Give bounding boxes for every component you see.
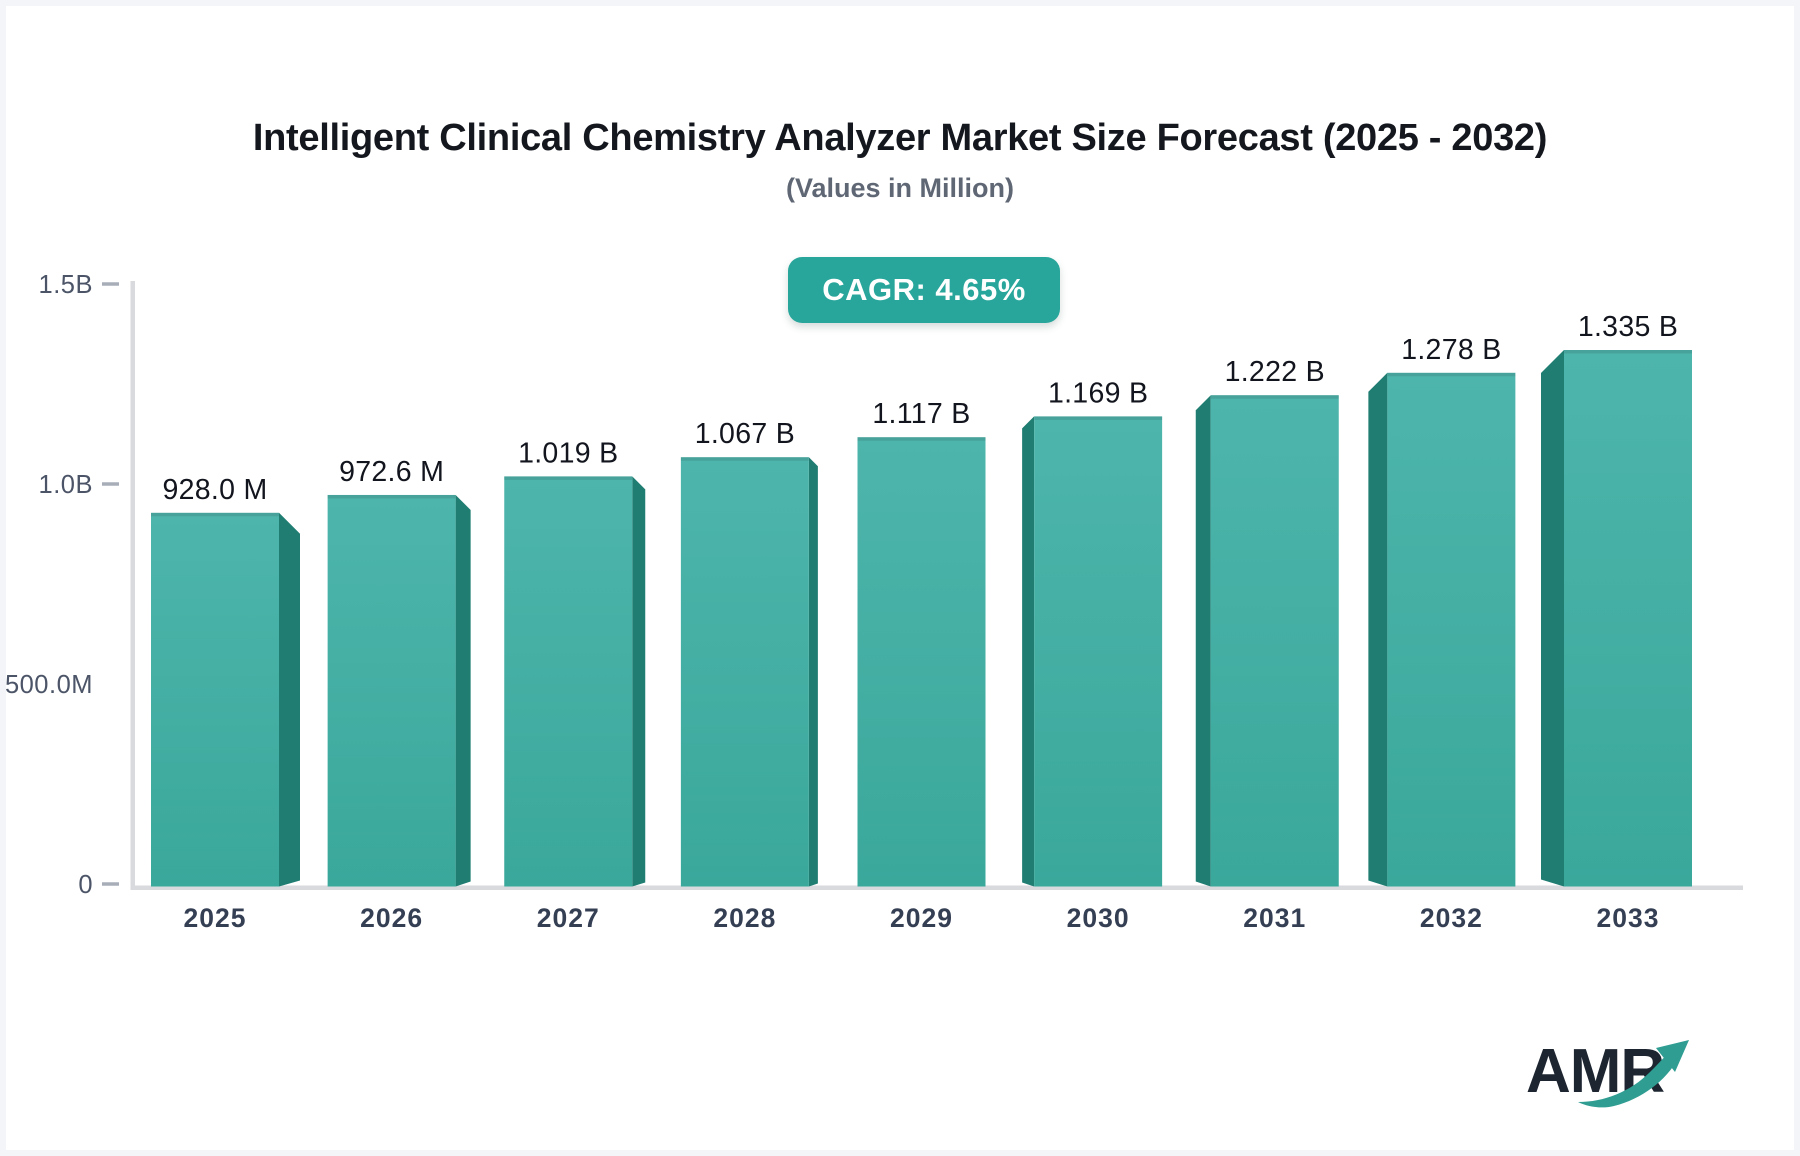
x-axis-label: 2027 (537, 903, 600, 933)
bar-value-label: 1.117 B (872, 398, 970, 430)
bar-group-2033: 1.335 B 2033 (1541, 311, 1692, 933)
bar-top-edge (680, 457, 809, 461)
x-axis-label: 2031 (1243, 903, 1306, 933)
bar-group-2030: 1.169 B 2030 (1022, 377, 1163, 933)
bar-top-edge (1387, 372, 1516, 377)
amr-logo: AMR (1526, 1032, 1736, 1122)
x-axis-label: 2032 (1420, 903, 1483, 933)
bar-front-face (1034, 416, 1163, 887)
bar-front-face (1210, 395, 1339, 887)
cagr-badge: CAGR: 4.65% (788, 257, 1060, 323)
bar-group-2029: 1.117 B 2029 (857, 398, 986, 933)
y-axis-line (130, 281, 135, 890)
bar-group-2028: 1.067 B 2028 (680, 418, 818, 933)
bar-value-label: 1.169 B (1048, 377, 1148, 409)
bar-top-edge (1564, 350, 1692, 354)
bar-value-label: 1.278 B (1401, 334, 1501, 366)
bar-value-label: 972.6 M (339, 456, 444, 488)
y-axis-label: 1.5B (39, 271, 93, 299)
bar-side-face (1368, 372, 1388, 887)
bar-front-face (1564, 350, 1692, 887)
bar-front-face (1387, 372, 1516, 887)
amr-logo-graphic: AMR (1526, 1037, 1689, 1108)
bar-front-face (327, 494, 456, 887)
bar-group-2032: 1.278 B 2032 (1368, 334, 1516, 933)
bar-group-2025: 928.0 M 2025 (151, 474, 300, 933)
bar-front-face (857, 437, 986, 887)
bar-value-label: 1.067 B (695, 418, 795, 450)
bar-front-face (504, 476, 633, 887)
bar-value-label: 928.0 M (162, 474, 267, 506)
x-axis-label: 2025 (184, 903, 247, 933)
cagr-badge-label: CAGR: 4.65% (822, 272, 1026, 307)
bar-side-face (1195, 395, 1211, 887)
bar-top-edge (1210, 395, 1339, 399)
x-axis-label: 2028 (713, 903, 776, 933)
chart-card: 1.5B 1.0B 500.0M 0 928.0 M 2025 972.6 M 2026 1.0… (6, 6, 1794, 1150)
bar-top-edge (1034, 416, 1163, 420)
bar-group-2031: 1.222 B 2031 (1195, 356, 1339, 933)
bar-top-edge (151, 512, 279, 517)
y-axis-label: 0 (78, 871, 93, 899)
bar-side-face (632, 476, 646, 887)
x-axis-line (130, 885, 1743, 890)
y-axis-label: 1.0B (39, 471, 93, 499)
bar-side-face (808, 457, 818, 887)
bar-top-edge (327, 494, 456, 499)
x-axis-label: 2030 (1067, 903, 1130, 933)
amr-logo-arrowhead-icon (1656, 1040, 1689, 1072)
chart-subtitle: (Values in Million) (785, 173, 1015, 203)
chart-title: Intelligent Clinical Chemistry Analyzer … (252, 117, 1548, 159)
bar-group-2026: 972.6 M 2026 (327, 456, 471, 933)
bar-side-face (1541, 350, 1564, 887)
y-axis-tick (102, 282, 119, 286)
bar-chart: 1.5B 1.0B 500.0M 0 928.0 M 2025 972.6 M 2026 1.0… (6, 271, 1743, 933)
bar-group-2027: 1.019 B 2027 (504, 437, 646, 933)
y-axis-tick (102, 882, 119, 886)
bar-side-face (279, 512, 300, 887)
x-axis-label: 2029 (890, 903, 953, 933)
bar-value-label: 1.335 B (1578, 311, 1678, 343)
bar-side-face (455, 494, 471, 887)
bar-value-label: 1.019 B (518, 437, 618, 469)
bar-top-edge (857, 437, 986, 441)
bar-top-edge (504, 476, 633, 480)
bar-value-label: 1.222 B (1225, 356, 1325, 388)
x-axis-label: 2026 (360, 903, 423, 933)
bar-side-face (1022, 416, 1035, 887)
x-axis-label: 2033 (1597, 903, 1660, 933)
bar-front-face (151, 512, 279, 887)
bar-front-face (680, 457, 809, 887)
y-axis-tick (102, 482, 119, 486)
amr-logo-text: AMR (1526, 1037, 1664, 1106)
y-axis-label: 500.0M (6, 671, 93, 699)
